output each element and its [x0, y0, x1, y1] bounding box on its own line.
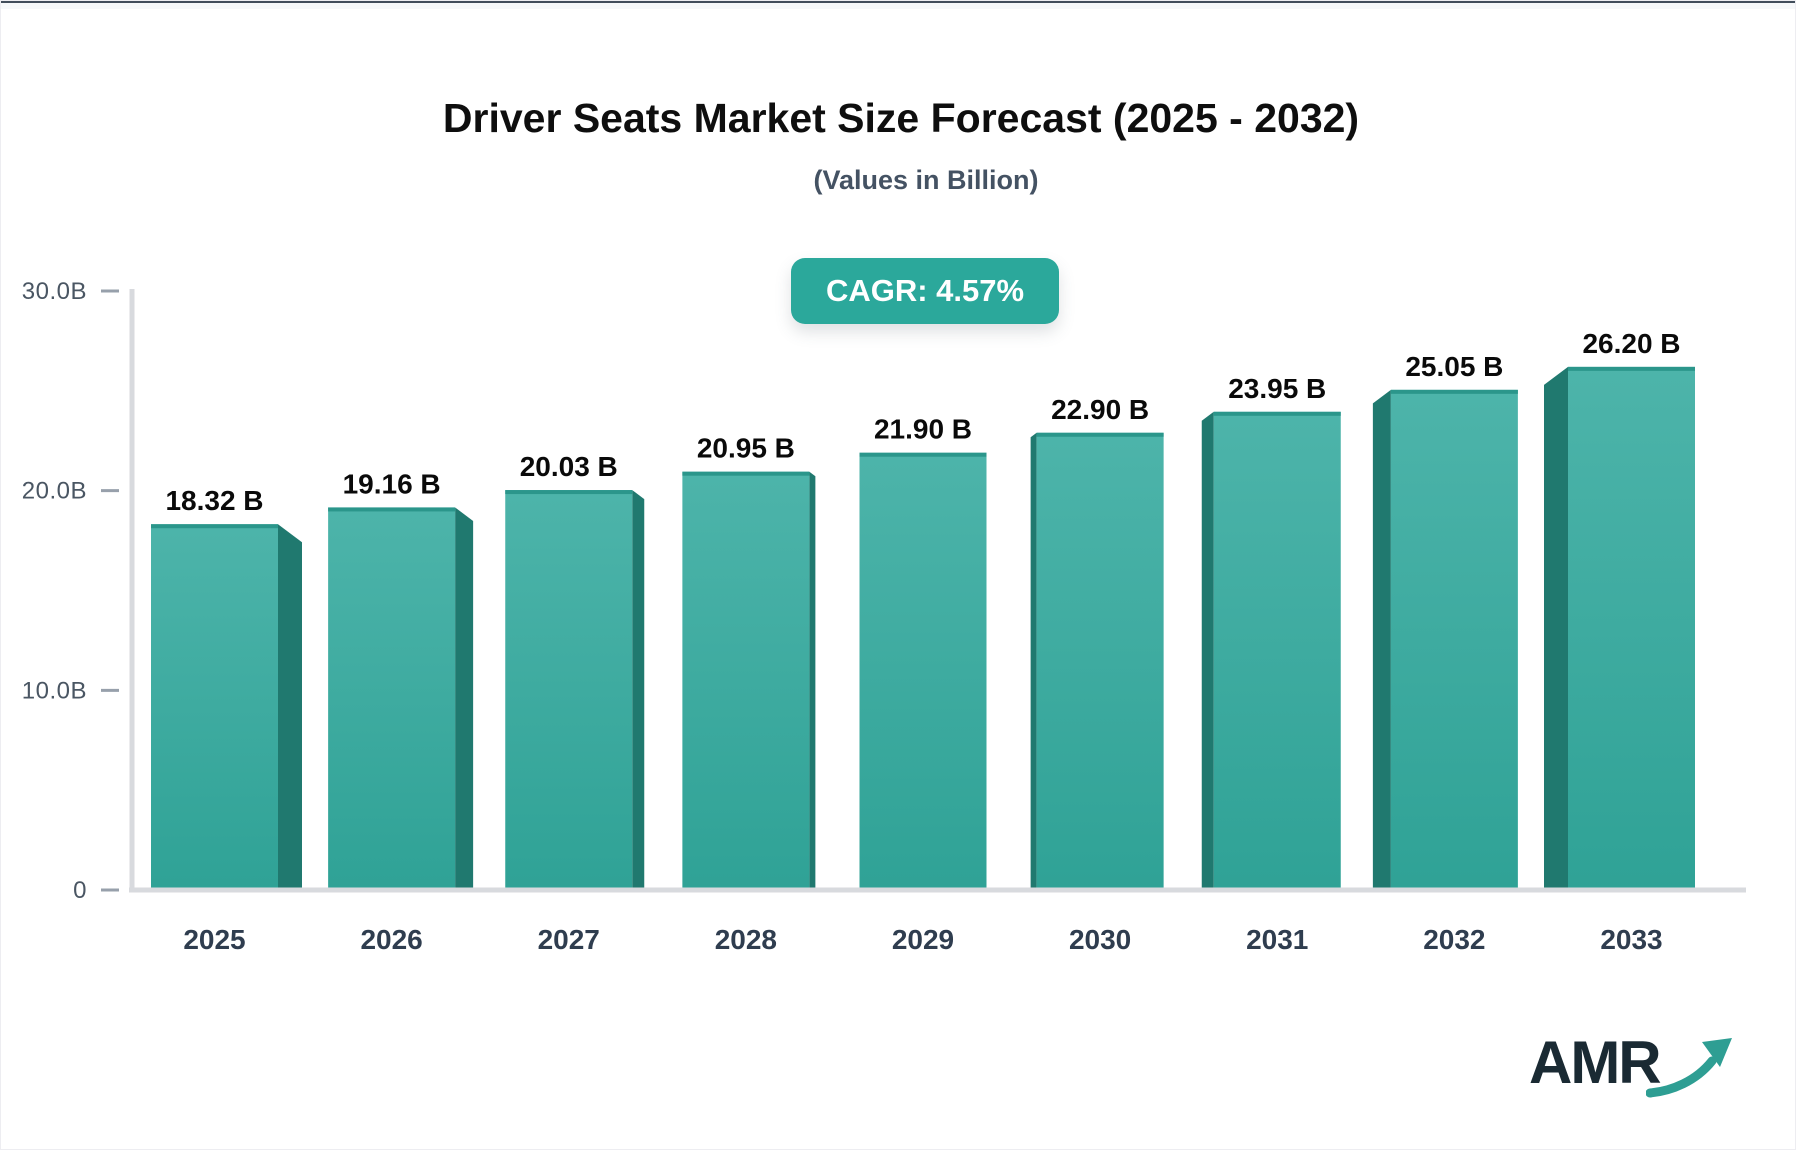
y-tick-label: 30.0B [22, 278, 87, 305]
bar-side-face [1544, 366, 1568, 891]
bar-front-face [1036, 432, 1164, 890]
growth-arrow-icon [1645, 1038, 1732, 1098]
bar-front-face [151, 524, 278, 890]
amr-logo: AMR [1529, 1033, 1738, 1101]
bar-value-label: 20.95 B [697, 433, 795, 464]
bar-top-edge [1213, 411, 1341, 416]
x-axis-label: 2028 [715, 924, 777, 955]
bar-front-face [682, 471, 810, 890]
chart-title: Driver Seats Market Size Forecast (2025 … [442, 95, 1360, 141]
x-axis-label: 2027 [538, 924, 600, 955]
bar-side-face [809, 471, 816, 890]
bar-top-edge [682, 471, 810, 476]
bar-value-label: 25.05 B [1405, 351, 1503, 382]
bar-value-label: 20.03 B [520, 451, 618, 482]
x-axis-label: 2031 [1246, 924, 1308, 955]
y-tick-label: 20.0B [22, 478, 87, 505]
bar-top-edge [1390, 389, 1518, 394]
growth-arrow-shaft [1645, 1056, 1717, 1098]
bar-side-face [1201, 411, 1214, 890]
cagr-badge: CAGR: 4.57% [791, 258, 1059, 324]
x-axis-label: 2025 [183, 924, 245, 955]
bar-front-face [1390, 389, 1518, 890]
y-tick-label: 10.0B [22, 677, 87, 704]
amr-logo-text: AMR [1529, 1029, 1662, 1096]
bar-value-label: 22.90 B [1051, 394, 1149, 425]
x-axis-label: 2029 [892, 924, 954, 955]
bar-front-face [505, 490, 633, 890]
bar-value-label: 19.16 B [343, 468, 441, 499]
bar-top-edge [328, 507, 456, 512]
y-tick-label: 0 [73, 877, 87, 904]
x-axis-label: 2030 [1069, 924, 1131, 955]
x-axis-label: 2026 [360, 924, 422, 955]
bar-side-face [1372, 389, 1391, 890]
chart-subtitle: (Values in Billion) [813, 165, 1039, 195]
bar-side-face [632, 490, 645, 890]
x-axis-label: 2033 [1600, 924, 1662, 955]
bar-front-face [328, 507, 456, 890]
bar-top-edge [1036, 432, 1164, 437]
bar-top-edge [859, 452, 987, 457]
bar-side-face [278, 524, 302, 890]
bar-side-face [1030, 432, 1037, 890]
bar-top-edge [1568, 366, 1695, 371]
window-top-edge [1, 1, 1795, 3]
x-axis-label: 2032 [1423, 924, 1485, 955]
bar-side-face [455, 507, 474, 890]
bar-value-label: 26.20 B [1582, 328, 1680, 359]
bar-top-edge [151, 524, 278, 529]
bar-front-face [859, 452, 987, 890]
bar-top-edge [505, 490, 633, 495]
bar-value-label: 18.32 B [165, 485, 263, 516]
window-top-highlight [1, 3, 1795, 9]
bar-value-label: 21.90 B [874, 414, 972, 445]
bar-front-face [1213, 411, 1341, 890]
bar-front-face [1568, 366, 1695, 891]
bar-value-label: 23.95 B [1228, 373, 1326, 404]
cagr-badge-label: CAGR: 4.57% [825, 273, 1025, 308]
growth-arrow-head [1701, 1038, 1732, 1067]
